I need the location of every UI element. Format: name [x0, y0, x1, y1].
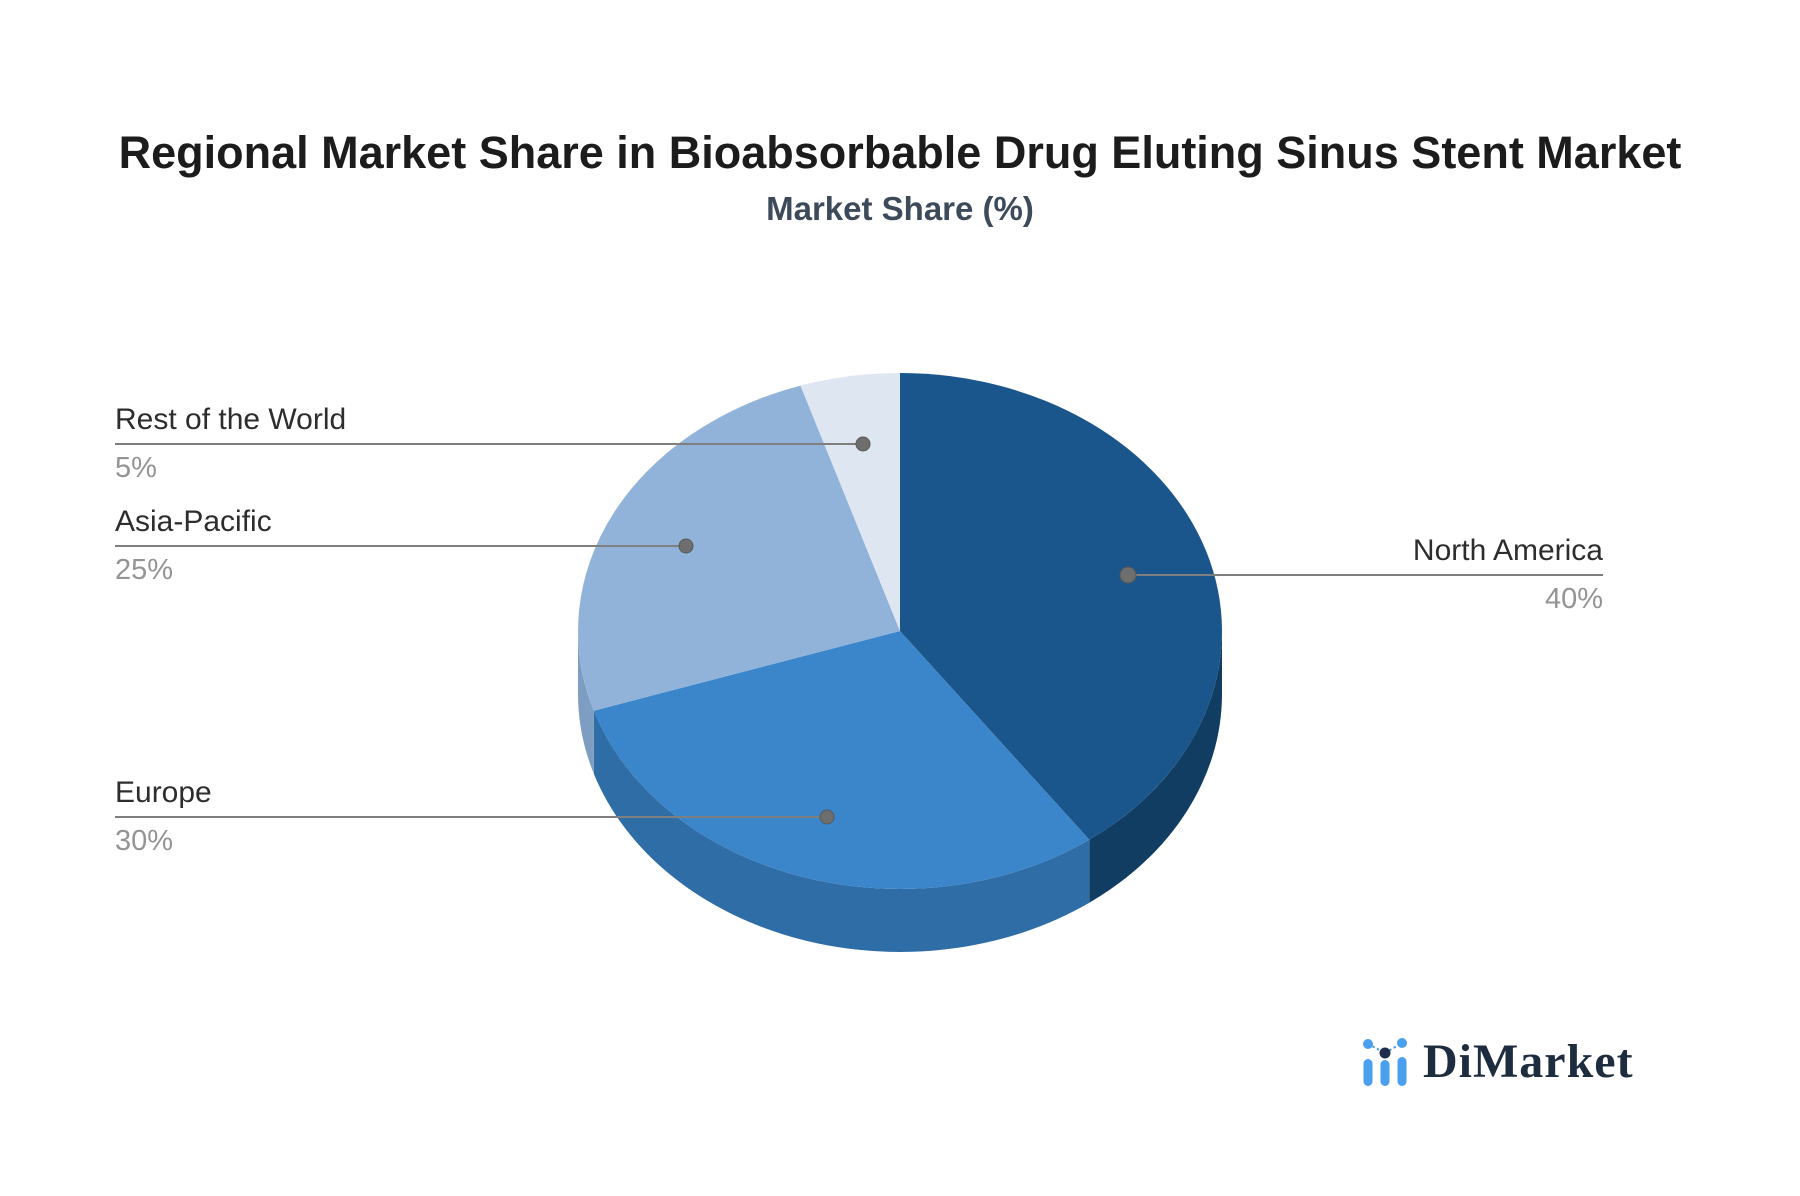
slice-label-north-america: North America	[1412, 534, 1603, 567]
slice-percent-north-america: 40%	[1544, 583, 1603, 615]
slice-percent-asia-pacific: 25%	[115, 554, 174, 586]
slice-label-asia-pacific: Asia-Pacific	[115, 505, 272, 538]
pie-slice-north-america[interactable]	[900, 373, 1222, 840]
pie-slice-asia-pacific[interactable]	[578, 385, 900, 711]
leader-dot-europe	[819, 809, 835, 825]
pie-slice-rest-of-the-world[interactable]	[800, 373, 901, 631]
leader-dot-north-america	[1119, 566, 1137, 584]
bar-chart-logo-icon	[1363, 1038, 1407, 1086]
slice-label-europe: Europe	[115, 776, 212, 809]
chart-subtitle: Market Share (%)	[766, 190, 1034, 227]
dimarket-logo: DiMarket	[1363, 1036, 1634, 1088]
slice-label-rest-of-the-world: Rest of the World	[115, 403, 347, 436]
pie-slice-side-north-america	[1089, 631, 1222, 903]
slice-percent-rest-of-the-world: 5%	[115, 452, 157, 484]
dimarket-logo-text: DiMarket	[1423, 1035, 1634, 1088]
pie-slice-side-asia-pacific	[578, 631, 594, 774]
chart-title: Regional Market Share in Bioabsorbable D…	[118, 127, 1682, 178]
slice-percent-europe: 30%	[115, 825, 174, 857]
pie-slice-side-europe	[593, 710, 1090, 952]
leader-dot-asia-pacific	[678, 538, 694, 554]
leader-dot-rest-of-the-world	[855, 436, 871, 452]
pie-slice-europe[interactable]	[593, 631, 1090, 889]
